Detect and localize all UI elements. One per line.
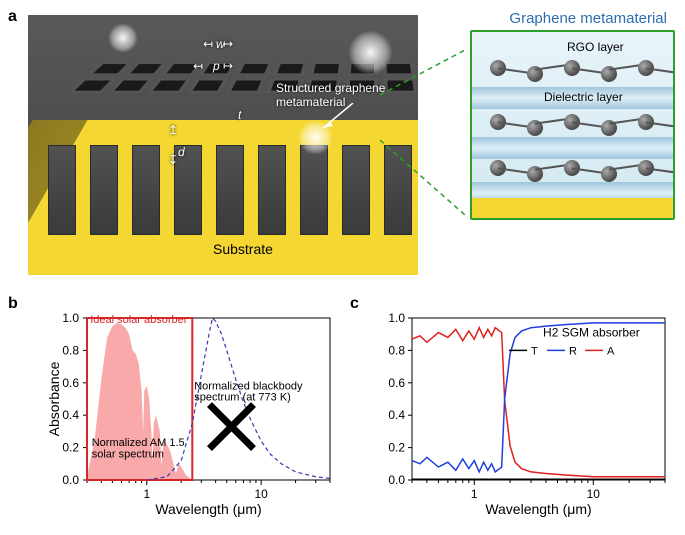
svg-text:0.2: 0.2	[388, 441, 405, 455]
svg-text:10: 10	[587, 487, 601, 501]
svg-text:Normalized blackbody: Normalized blackbody	[194, 380, 303, 392]
rgo-chain	[482, 60, 663, 78]
panel-label-b: b	[8, 295, 18, 313]
glow-spot	[108, 23, 138, 53]
svg-text:0.8: 0.8	[62, 343, 79, 357]
label-dielectric: Dielectric layer	[544, 90, 623, 104]
label-d: d	[178, 145, 185, 159]
chart-c: 0.0 0.2 0.4 0.6 0.8 1.0 1 10Wavelength (μm) H2 S…	[380, 310, 670, 520]
svg-text:H2 SGM absorber: H2 SGM absorber	[543, 325, 640, 339]
svg-text:T: T	[531, 345, 538, 357]
label-substrate: Substrate	[213, 241, 273, 257]
svg-text:Ideal solar absorber: Ideal solar absorber	[90, 314, 188, 326]
svg-text:0.0: 0.0	[388, 473, 405, 487]
svg-text:0.4: 0.4	[388, 408, 405, 422]
chart-b: 0.0 0.2 0.4 0.6 0.8 1.0 1 10Wavelength (μm) Abso…	[45, 310, 335, 520]
svg-text:0.2: 0.2	[62, 441, 79, 455]
svg-text:Absorbance: Absorbance	[46, 361, 62, 436]
rgo-chain	[482, 114, 663, 132]
svg-text:1.0: 1.0	[388, 311, 405, 325]
svg-text:0.6: 0.6	[62, 376, 79, 390]
svg-text:10: 10	[254, 487, 268, 501]
render-scene: w ↤ ↦ p ↤ ↦ t d ↥↧ Structured graphene m…	[28, 15, 418, 275]
svg-text:0.8: 0.8	[388, 343, 405, 357]
svg-text:0.4: 0.4	[62, 408, 79, 422]
label-rgo: RGO layer	[567, 40, 624, 54]
svg-text:0.6: 0.6	[388, 376, 405, 390]
panel-a-inset: RGO layer Dielectric layer	[470, 30, 675, 220]
inset-title: Graphene metamaterial	[509, 10, 667, 27]
rgo-chain	[482, 160, 663, 178]
panel-label-a: a	[8, 8, 17, 26]
svg-text:Normalized AM 1.5: Normalized AM 1.5	[92, 437, 185, 449]
svg-text:spectrum (at 773 K): spectrum (at 773 K)	[194, 392, 291, 404]
panel-a-render: w ↤ ↦ p ↤ ↦ t d ↥↧ Structured graphene m…	[28, 15, 418, 275]
svg-text:A: A	[607, 345, 615, 357]
label-t: t	[238, 108, 241, 122]
svg-text:1.0: 1.0	[62, 311, 79, 325]
grating	[48, 145, 418, 235]
svg-text:1: 1	[471, 487, 478, 501]
svg-text:Wavelength (μm): Wavelength (μm)	[155, 501, 261, 517]
svg-text:solar spectrum: solar spectrum	[92, 448, 164, 460]
dielectric-band	[472, 137, 673, 159]
svg-text:R: R	[569, 345, 577, 357]
inset-substrate	[472, 198, 673, 218]
svg-text:0.0: 0.0	[62, 473, 79, 487]
svg-text:Wavelength (μm): Wavelength (μm)	[485, 501, 591, 517]
svg-text:1: 1	[143, 487, 150, 501]
panel-label-c: c	[350, 295, 359, 313]
